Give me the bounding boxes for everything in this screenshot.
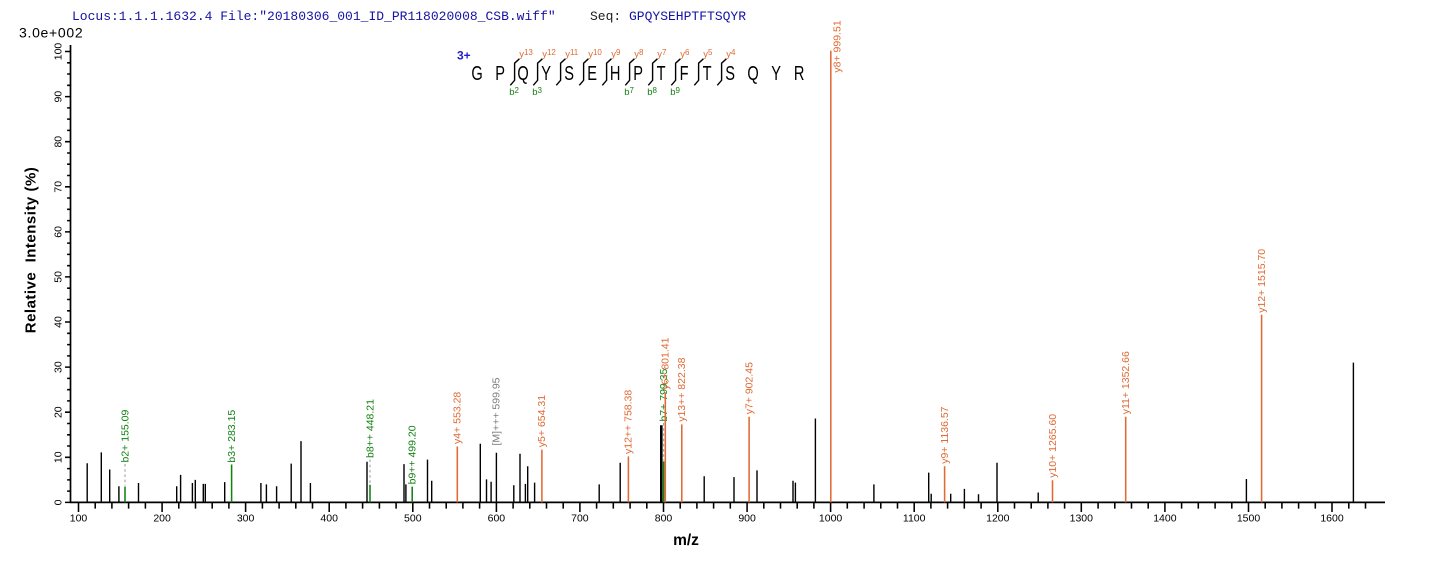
svg-text:60: 60 — [53, 226, 65, 238]
svg-text:y7+ 902.45: y7+ 902.45 — [743, 362, 755, 414]
svg-text:b9: b9 — [670, 86, 680, 98]
svg-text:y10: y10 — [588, 48, 602, 60]
svg-text:b8: b8 — [647, 86, 657, 98]
svg-text:b9++ 499.20: b9++ 499.20 — [407, 425, 419, 484]
svg-text:S: S — [564, 62, 574, 85]
svg-text:S: S — [725, 62, 735, 85]
svg-text:100: 100 — [70, 513, 88, 525]
svg-text:600: 600 — [488, 513, 506, 525]
svg-text:b2+ 155.09: b2+ 155.09 — [119, 409, 131, 462]
svg-text:y9: y9 — [611, 48, 621, 60]
svg-text:1300: 1300 — [1070, 513, 1094, 525]
svg-text:1000: 1000 — [819, 513, 843, 525]
svg-text:500: 500 — [404, 513, 422, 525]
svg-text:y9+ 1136.57: y9+ 1136.57 — [939, 406, 951, 463]
svg-text:y12: y12 — [542, 48, 556, 60]
svg-text:b8++ 448.21: b8++ 448.21 — [364, 399, 376, 458]
svg-text:80: 80 — [53, 136, 65, 148]
svg-text:y11+ 1352.66: y11+ 1352.66 — [1120, 351, 1132, 414]
svg-text:Seq:: Seq: — [590, 9, 621, 24]
svg-text:20: 20 — [53, 406, 65, 418]
svg-text:b7+ 799.35: b7+ 799.35 — [658, 368, 670, 421]
svg-text:b7: b7 — [624, 86, 634, 98]
svg-text:y8: y8 — [634, 48, 644, 60]
svg-text:y12++ 758.38: y12++ 758.38 — [623, 390, 635, 454]
svg-text:GPQYSEHPTFTSQYR: GPQYSEHPTFTSQYR — [629, 9, 746, 24]
svg-text:P: P — [633, 62, 643, 85]
svg-text:Y: Y — [771, 62, 781, 85]
svg-text:[M]+++ 599.95: [M]+++ 599.95 — [491, 377, 503, 445]
svg-text:1400: 1400 — [1153, 513, 1177, 525]
svg-text:1100: 1100 — [903, 513, 926, 525]
svg-text:10: 10 — [53, 451, 65, 463]
svg-text:y7: y7 — [657, 48, 667, 60]
svg-text:y13: y13 — [519, 48, 533, 60]
svg-text:90: 90 — [53, 91, 65, 103]
svg-text:H: H — [610, 62, 621, 85]
svg-text:F: F — [680, 62, 689, 85]
svg-text:3.0e+002: 3.0e+002 — [19, 25, 83, 41]
svg-text:Q: Q — [747, 62, 758, 85]
svg-text:70: 70 — [53, 181, 65, 193]
svg-text:y6+ 801.41: y6+ 801.41 — [660, 337, 672, 389]
svg-text:0: 0 — [53, 499, 65, 505]
svg-text:1500: 1500 — [1237, 513, 1261, 525]
svg-text:50: 50 — [53, 271, 65, 283]
svg-text:y8+ 999.51: y8+ 999.51 — [831, 20, 843, 72]
svg-text:1600: 1600 — [1320, 513, 1344, 525]
svg-text:800: 800 — [655, 513, 673, 525]
svg-text:Relative Intensity (%): Relative Intensity (%) — [23, 167, 40, 334]
svg-text:Y: Y — [541, 62, 551, 85]
svg-text:T: T — [703, 62, 712, 85]
svg-text:T: T — [657, 62, 666, 85]
svg-text:b3+ 283.15: b3+ 283.15 — [226, 410, 238, 463]
svg-text:y11: y11 — [565, 48, 579, 60]
svg-text:100: 100 — [53, 43, 65, 61]
svg-text:G: G — [471, 62, 482, 85]
svg-text:y6: y6 — [680, 48, 690, 60]
svg-text:y4+ 553.28: y4+ 553.28 — [452, 392, 464, 444]
svg-text:40: 40 — [53, 316, 65, 328]
svg-text:E: E — [587, 62, 597, 85]
svg-text:m/z: m/z — [673, 532, 699, 549]
svg-text:y10+ 1265.60: y10+ 1265.60 — [1047, 414, 1059, 478]
svg-text:y12+ 1515.70: y12+ 1515.70 — [1256, 249, 1268, 313]
svg-text:Locus:1.1.1.1632.4 File:"20180: Locus:1.1.1.1632.4 File:"20180306_001_ID… — [72, 9, 556, 24]
svg-text:P: P — [495, 62, 505, 85]
svg-text:y4: y4 — [726, 48, 736, 60]
svg-text:400: 400 — [320, 513, 338, 525]
svg-text:700: 700 — [571, 513, 589, 525]
svg-text:900: 900 — [738, 513, 756, 525]
svg-text:3+: 3+ — [457, 49, 471, 63]
svg-text:y5+ 654.31: y5+ 654.31 — [536, 395, 548, 447]
svg-text:b2: b2 — [509, 86, 519, 98]
svg-text:R: R — [794, 62, 805, 85]
svg-text:Q: Q — [517, 62, 528, 85]
svg-text:200: 200 — [153, 513, 171, 525]
svg-text:1200: 1200 — [986, 513, 1010, 525]
svg-text:b3: b3 — [532, 86, 542, 98]
svg-text:30: 30 — [53, 361, 65, 373]
svg-text:y13++ 822.38: y13++ 822.38 — [676, 357, 688, 421]
svg-text:y5: y5 — [703, 48, 713, 60]
svg-text:300: 300 — [237, 513, 255, 525]
